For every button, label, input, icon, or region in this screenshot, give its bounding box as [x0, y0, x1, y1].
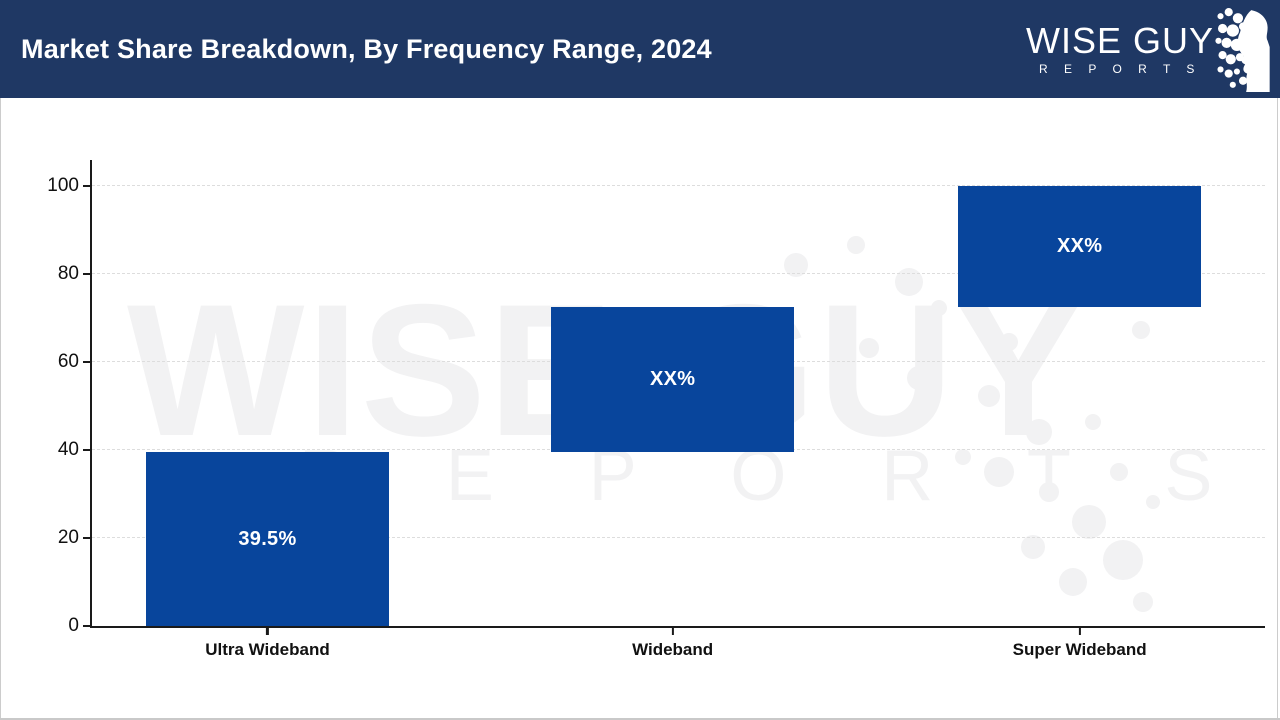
ytick-mark-60 [83, 360, 92, 363]
bar-super-wideband: XX% [958, 186, 1202, 307]
ytick-mark-0 [83, 624, 92, 627]
gridline-y20 [92, 537, 1265, 538]
plot-region: 0 20 40 60 80 100 39.5% Ultra Wideband XX% Wideba… [47, 160, 1265, 659]
bar-value-label: XX% [1056, 235, 1103, 257]
ytick-mark-20 [83, 536, 92, 539]
ytick-label-0: 0 [68, 615, 79, 636]
wiseguy-logo-text: WISE GUY R E P O R T S [1025, 19, 1214, 76]
xtick-mark-2 [1078, 626, 1081, 635]
category-label-ultra-wideband: Ultra Wideband [205, 640, 330, 659]
ytick-mark-80 [83, 272, 92, 275]
gridline-y80 [92, 273, 1265, 274]
ytick-label-20: 20 [57, 527, 79, 548]
gridline-y100 [92, 185, 1265, 186]
ytick-label-80: 80 [57, 263, 79, 284]
ytick-mark-40 [83, 448, 92, 451]
bar-wideband: XX% [551, 307, 795, 453]
xtick-mark-0 [266, 626, 269, 635]
ytick-label-40: 40 [57, 439, 79, 460]
header-bar: Market Share Breakdown, By Frequency Ran… [0, 0, 1280, 98]
page-title: Market Share Breakdown, By Frequency Ran… [21, 33, 712, 64]
category-label-super-wideband: Super Wideband [1012, 640, 1147, 659]
logo-wordmark: WISE GUY [1025, 19, 1214, 61]
bar-value-label: 39.5% [238, 527, 297, 550]
footer-rule [0, 718, 1280, 720]
bar-ultra-wideband: 39.5% [145, 452, 389, 626]
wiseguy-head-icon [1215, 8, 1270, 92]
chart-area: WISE GUY R E P O R T S [0, 98, 1278, 718]
xtick-mark-1 [671, 626, 674, 635]
ytick-mark-100 [83, 184, 92, 187]
bar-value-label: XX% [649, 368, 696, 391]
ytick-label-60: 60 [57, 351, 79, 372]
category-label-wideband: Wideband [632, 640, 714, 659]
logo-subtitle: R E P O R T S [1039, 61, 1201, 76]
wiseguy-logo: WISE GUY R E P O R T S [1026, 6, 1280, 92]
ytick-label-100: 100 [47, 175, 79, 196]
